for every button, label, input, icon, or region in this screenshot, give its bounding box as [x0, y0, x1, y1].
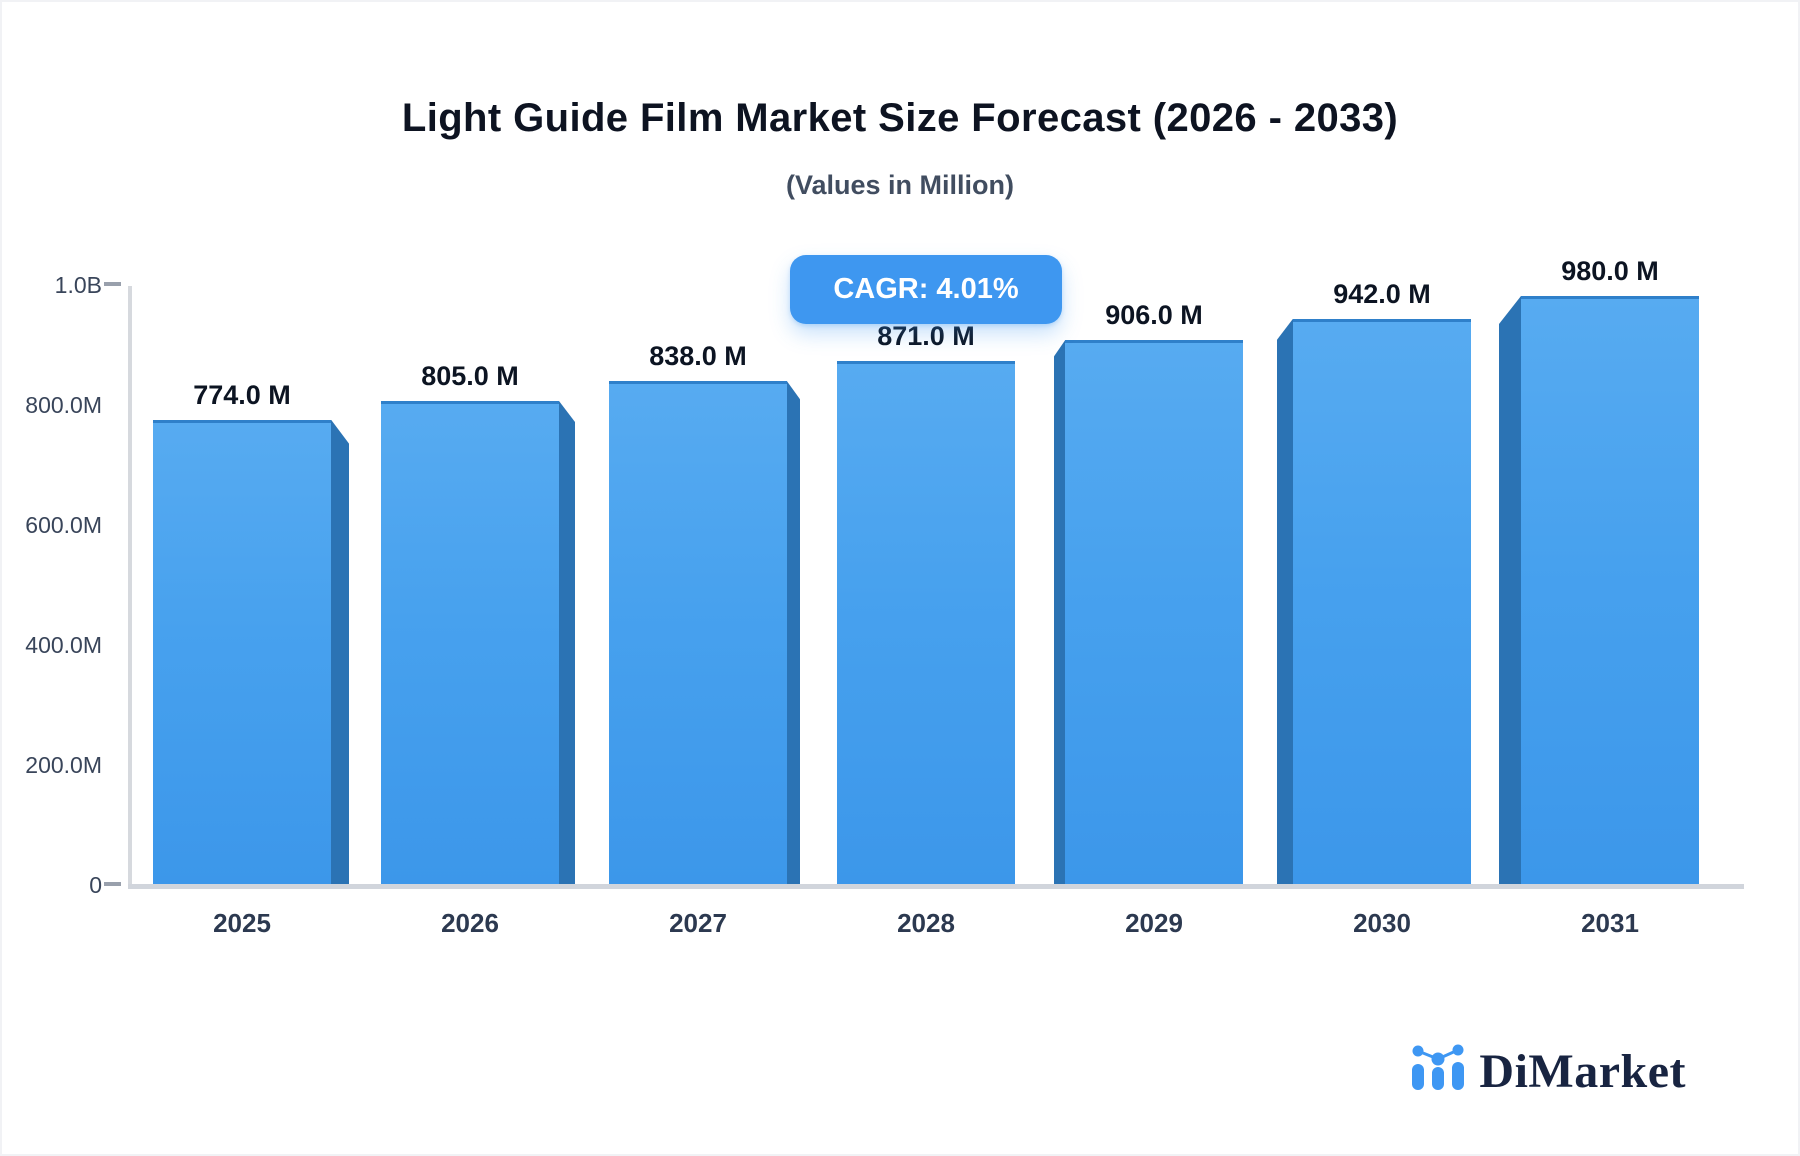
dimarket-logo: DiMarket [1405, 1044, 1686, 1096]
x-axis-label-2031: 2031 [1581, 908, 1639, 938]
logo-brand-text: DiMarket [1479, 1045, 1686, 1098]
bar-2029[interactable] [1054, 340, 1243, 884]
bar-2025[interactable] [153, 419, 349, 884]
bar-value-label: 805.0 M [421, 361, 519, 391]
x-axis-label-2025: 2025 [213, 908, 271, 938]
x-axis-label-2027: 2027 [669, 908, 727, 938]
y-axis-tick-mark [104, 882, 121, 886]
bar-2027[interactable] [609, 381, 800, 884]
bar-3d-side-face [559, 401, 575, 884]
cagr-badge: CAGR: 4.01% [790, 255, 1062, 324]
bar-value-label: 774.0 M [193, 379, 291, 410]
bar-3d-side-face [787, 381, 800, 884]
bar-chart-logo-icon [1412, 1044, 1465, 1090]
x-axis-label-2028: 2028 [897, 908, 955, 938]
y-axis-tick-label: 0 [89, 872, 102, 898]
chart-title: Light Guide Film Market Size Forecast (2… [401, 96, 1399, 140]
chart-subtitle: (Values in Million) [785, 170, 1015, 200]
x-axis-baseline [128, 884, 1744, 889]
bar-2028[interactable] [837, 361, 1015, 884]
bar-2030[interactable] [1277, 318, 1471, 884]
y-axis-tick-label: 800.0M [25, 392, 102, 418]
cagr-badge-label: CAGR: 4.01% [833, 273, 1019, 305]
bar-3d-side-face [1499, 296, 1521, 884]
y-axis-tick-label: 400.0M [25, 632, 102, 658]
bar-3d-side-face [1054, 340, 1065, 884]
bar-value-label: 838.0 M [649, 341, 747, 372]
y-axis-tick-label: 600.0M [25, 512, 102, 538]
y-axis-line [128, 286, 132, 886]
x-axis-label-2026: 2026 [441, 908, 499, 938]
x-axis-label-2029: 2029 [1125, 908, 1183, 938]
bar-value-label: 871.0 M [877, 321, 975, 352]
bar-value-label: 906.0 M [1105, 300, 1203, 331]
y-axis-tick-label: 1.0B [54, 272, 102, 298]
bar-2026[interactable] [381, 401, 575, 884]
bar-value-label: 980.0 M [1561, 256, 1659, 286]
bar-3d-side-face [1277, 318, 1293, 884]
y-axis-tick-label: 200.0M [25, 752, 102, 778]
y-axis-tick-mark [104, 282, 121, 286]
bar-2031[interactable] [1499, 296, 1699, 884]
bar-value-label: 942.0 M [1333, 278, 1431, 309]
bar-3d-side-face [331, 419, 349, 884]
x-axis-label-2030: 2030 [1353, 908, 1411, 938]
